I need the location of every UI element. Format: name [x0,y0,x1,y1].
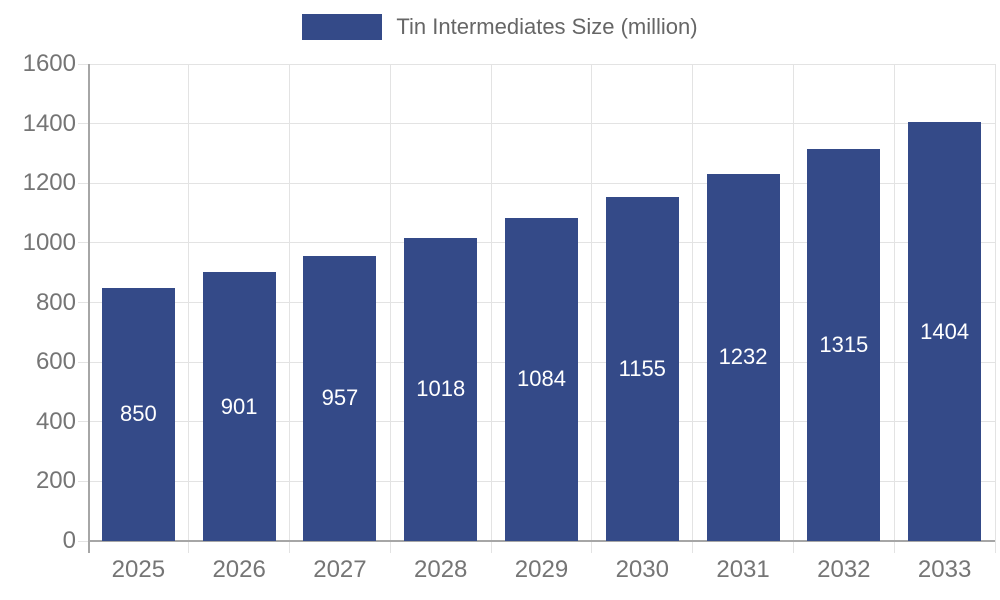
bar-value-label: 901 [220,393,258,419]
bar-2026[interactable]: 901 [202,272,276,541]
x-gridline [490,64,492,553]
bar-2033[interactable]: 1404 [908,122,982,541]
y-axis-tick-label: 1200 [22,169,76,197]
legend-label: Tin Intermediates Size (million) [396,14,698,39]
bar-value-label: 1315 [819,331,869,357]
bar-value-label: 1404 [920,318,970,344]
x-axis-tick-label: 2031 [716,556,770,583]
x-axis-tick-label: 2028 [414,556,468,583]
x-axis-tick-label: 2030 [615,556,669,583]
x-axis-tick-label: 2032 [817,556,871,583]
x-gridline [289,64,291,553]
bar-2028[interactable]: 1018 [404,237,478,541]
x-gridline [792,64,794,553]
y-axis-tick-label: 600 [35,348,76,376]
y-axis-tick-label: 200 [35,467,76,495]
bar-2031[interactable]: 1232 [706,173,780,541]
x-axis-line [88,540,995,542]
bar-value-label: 1155 [618,355,666,381]
x-gridline [188,64,190,553]
plot-area: 850 901 957 1018 1084 1155 1232 1315 1404 [78,63,996,553]
x-gridline [994,64,996,553]
bar-2027[interactable]: 957 [303,255,377,541]
y-axis-line [88,64,90,553]
bar-2032[interactable]: 1315 [807,148,881,541]
legend[interactable]: Tin Intermediates Size (million) [0,14,1000,40]
bar-value-label: 850 [120,401,157,427]
x-gridline [591,64,593,553]
bar-value-label: 1232 [718,344,768,370]
y-axis-tick-label: 800 [35,288,76,316]
bar-value-label: 1018 [416,376,466,402]
legend-swatch [302,14,383,40]
y-gridline [78,63,995,65]
x-gridline [893,64,895,553]
y-axis-tick-label: 400 [35,407,76,435]
x-axis-tick-label: 2033 [917,556,972,583]
y-axis-tick-label: 0 [62,527,76,554]
bar-2030[interactable]: 1155 [605,196,679,541]
bar-value-label: 957 [321,385,359,411]
bar-value-label: 1084 [517,366,566,392]
y-axis-tick-label: 1400 [22,109,76,137]
y-axis-tick-label: 1600 [22,50,76,77]
x-axis-tick-label: 2027 [313,556,367,583]
y-gridline [78,182,995,184]
x-axis-tick-label: 2025 [111,556,166,583]
x-axis-tick-label: 2026 [212,556,266,583]
y-gridline [78,123,995,125]
x-axis-tick-label: 2029 [514,556,569,583]
x-gridline [389,64,391,553]
bar-2025[interactable]: 850 [101,287,175,541]
x-gridline [692,64,694,553]
bar-2029[interactable]: 1084 [505,217,578,541]
y-axis-tick-label: 1000 [22,228,76,256]
